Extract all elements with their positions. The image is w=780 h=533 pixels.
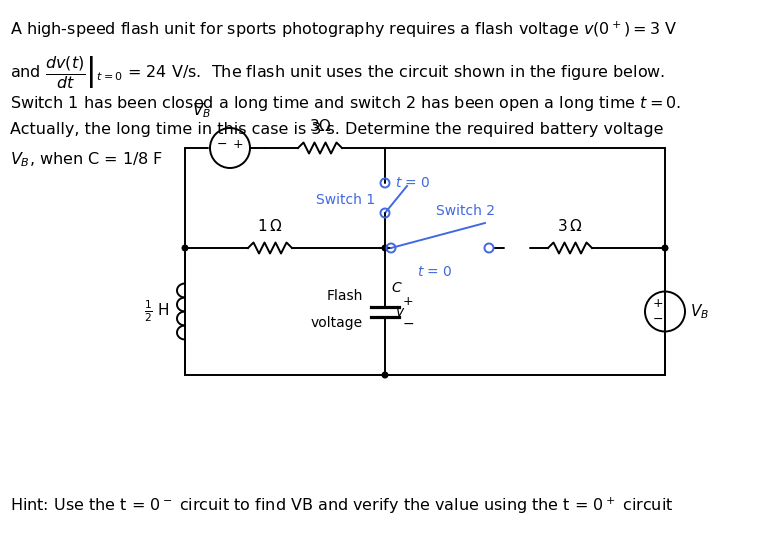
Text: Hint: Use the t = 0$^-$ circuit to find VB and verify the value using the t = 0$: Hint: Use the t = 0$^-$ circuit to find … bbox=[10, 496, 673, 516]
Text: Actually, the long time in this case is 3 s. Determine the required battery volt: Actually, the long time in this case is … bbox=[10, 122, 664, 137]
Text: $C$: $C$ bbox=[391, 281, 402, 295]
Text: $3\Omega$: $3\Omega$ bbox=[309, 118, 332, 134]
Circle shape bbox=[382, 372, 388, 378]
Text: $v$: $v$ bbox=[395, 304, 406, 319]
Text: Flash: Flash bbox=[327, 289, 363, 303]
Text: Switch 1 has been closed a long time and switch 2 has been open a long time $t =: Switch 1 has been closed a long time and… bbox=[10, 94, 681, 113]
Text: −: − bbox=[403, 317, 415, 330]
Text: and $\left.\dfrac{dv(t)}{dt}\right|_{t=0}$ = 24 V/s.  The flash unit uses the ci: and $\left.\dfrac{dv(t)}{dt}\right|_{t=0… bbox=[10, 54, 665, 90]
Text: −: − bbox=[217, 138, 227, 150]
Text: $\frac{1}{2}$ H: $\frac{1}{2}$ H bbox=[144, 298, 170, 324]
Circle shape bbox=[382, 245, 388, 251]
Text: Switch 2: Switch 2 bbox=[435, 204, 495, 218]
Text: +: + bbox=[653, 297, 663, 310]
Text: $V_B$: $V_B$ bbox=[690, 302, 709, 321]
Circle shape bbox=[662, 245, 668, 251]
Text: $1\,\Omega$: $1\,\Omega$ bbox=[257, 218, 282, 234]
Text: $t$ = 0: $t$ = 0 bbox=[395, 176, 431, 190]
Text: +: + bbox=[232, 138, 243, 150]
Text: $3\,\Omega$: $3\,\Omega$ bbox=[558, 218, 583, 234]
Text: −: − bbox=[653, 313, 663, 326]
Text: Switch 1: Switch 1 bbox=[316, 193, 375, 207]
Text: $V_B$, when C = 1/8 F: $V_B$, when C = 1/8 F bbox=[10, 150, 163, 169]
Text: $t$ = 0: $t$ = 0 bbox=[417, 265, 453, 279]
Circle shape bbox=[183, 245, 188, 251]
Text: voltage: voltage bbox=[311, 316, 363, 329]
Text: A high-speed flash unit for sports photography requires a flash voltage $v(0^+) : A high-speed flash unit for sports photo… bbox=[10, 20, 677, 41]
Text: $V_B$: $V_B$ bbox=[193, 101, 211, 120]
Text: +: + bbox=[403, 295, 413, 308]
